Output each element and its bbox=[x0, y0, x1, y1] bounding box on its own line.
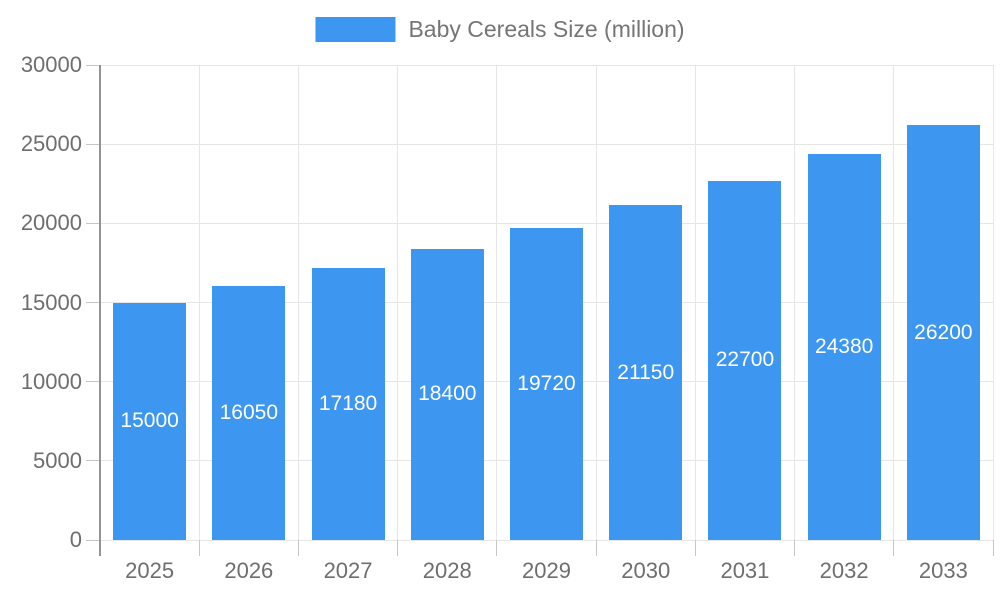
x-axis-label: 2033 bbox=[918, 558, 968, 583]
x-gridline bbox=[297, 65, 299, 540]
y-gridline bbox=[100, 143, 993, 145]
bar[interactable]: 17180 bbox=[311, 267, 385, 540]
bar[interactable]: 16050 bbox=[212, 285, 286, 540]
x-axis-label: 2032 bbox=[819, 558, 869, 583]
plot-area: 15000 16050 17180 18400 19720 21150 22700 24380… bbox=[100, 64, 994, 541]
bar-value-label: 17180 bbox=[318, 391, 378, 415]
y-axis-label: 15000 bbox=[20, 289, 82, 315]
bar-value-label: 18400 bbox=[418, 382, 477, 406]
y-tick bbox=[86, 302, 99, 303]
bar-value-label: 19720 bbox=[517, 371, 576, 395]
y-axis-label: 30000 bbox=[20, 52, 82, 77]
bar-value-label: 16050 bbox=[219, 400, 279, 424]
y-gridline bbox=[100, 64, 993, 66]
y-tick bbox=[86, 222, 99, 224]
x-axis-label: 2029 bbox=[522, 558, 571, 583]
bar[interactable]: 24380 bbox=[807, 153, 881, 540]
x-axis-label: 2028 bbox=[422, 558, 472, 583]
x-gridline bbox=[397, 65, 399, 540]
x-tick bbox=[595, 540, 597, 556]
y-axis-label: 20000 bbox=[20, 210, 82, 236]
bar-value-label: 26200 bbox=[914, 320, 973, 344]
y-axis-label: 0 bbox=[69, 527, 82, 552]
y-axis-label: 10000 bbox=[20, 368, 82, 394]
bar[interactable]: 21150 bbox=[609, 205, 683, 540]
y-tick bbox=[86, 381, 99, 383]
legend-swatch bbox=[315, 17, 396, 42]
x-axis-label: 2031 bbox=[720, 558, 770, 583]
x-tick bbox=[694, 540, 696, 556]
x-axis-label: 2026 bbox=[224, 558, 274, 583]
bar-value-label: 24380 bbox=[814, 334, 874, 358]
x-axis-label: 2027 bbox=[323, 558, 373, 583]
bar[interactable]: 22700 bbox=[708, 180, 782, 540]
bar-value-label: 21150 bbox=[617, 360, 675, 384]
bar-value-label: 15000 bbox=[120, 409, 179, 433]
bar[interactable]: 15000 bbox=[113, 302, 187, 540]
y-axis-line bbox=[99, 65, 101, 556]
y-axis-label: 5000 bbox=[33, 447, 82, 473]
bar[interactable]: 26200 bbox=[906, 125, 980, 540]
x-tick bbox=[496, 540, 498, 556]
x-tick bbox=[992, 540, 994, 556]
x-tick bbox=[297, 540, 299, 556]
x-axis-label: 2030 bbox=[621, 558, 671, 583]
y-tick bbox=[86, 64, 99, 66]
y-tick bbox=[86, 539, 99, 541]
y-tick bbox=[86, 143, 99, 145]
bar-value-label: 22700 bbox=[715, 348, 775, 372]
x-gridline bbox=[694, 65, 696, 540]
x-tick bbox=[893, 540, 895, 556]
legend-label: Baby Cereals Size (million) bbox=[408, 16, 685, 42]
y-gridline bbox=[100, 539, 993, 541]
y-axis-label: 25000 bbox=[20, 131, 82, 157]
x-tick bbox=[198, 540, 200, 556]
bar[interactable]: 19720 bbox=[510, 227, 583, 540]
x-tick bbox=[794, 540, 796, 556]
x-gridline bbox=[198, 65, 200, 540]
x-gridline bbox=[794, 65, 796, 540]
x-gridline bbox=[496, 65, 498, 540]
y-tick bbox=[86, 460, 99, 462]
x-axis-label: 2025 bbox=[125, 558, 175, 583]
x-gridline bbox=[992, 65, 994, 540]
x-tick bbox=[397, 540, 399, 556]
bar[interactable]: 18400 bbox=[410, 248, 484, 540]
x-gridline bbox=[893, 65, 895, 540]
y-gridline bbox=[100, 222, 993, 224]
legend: Baby Cereals Size (million) bbox=[315, 16, 685, 43]
x-gridline bbox=[595, 65, 597, 540]
